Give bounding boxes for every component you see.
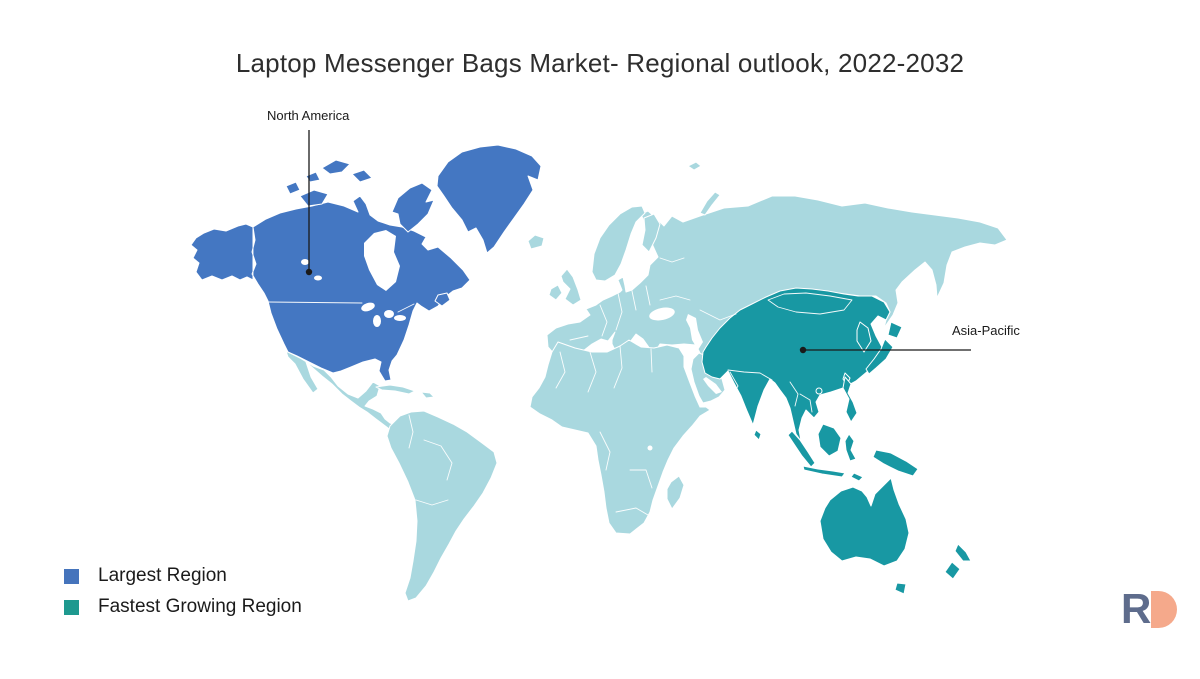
victoria-island-shape — [299, 189, 329, 207]
brand-logo: R — [1121, 585, 1178, 632]
madagascar-shape — [666, 475, 685, 510]
svalbard-shape — [687, 161, 702, 171]
korea-shape — [856, 321, 872, 353]
page-title: Laptop Messenger Bags Market- Regional o… — [235, 48, 965, 78]
java-shape — [802, 465, 846, 478]
north-america-label: North America — [267, 108, 350, 123]
sulawesi-shape — [844, 433, 857, 462]
black-sea-shape — [649, 307, 675, 321]
country-borders — [252, 227, 853, 516]
annotation-lines — [308, 130, 971, 351]
arctic-island-shape — [305, 171, 321, 183]
finland-shape — [641, 213, 661, 253]
borneo-shape — [817, 423, 842, 457]
asia-pacific-label: Asia-Pacific — [952, 323, 1020, 338]
arctic-island-shape — [321, 159, 351, 175]
sri-lanka-shape — [753, 429, 762, 441]
logo-d-shape — [1151, 591, 1178, 628]
new-zealand-south-shape — [944, 561, 961, 580]
lake-victoria-shape — [647, 445, 653, 451]
largest-region-swatch — [64, 568, 79, 584]
australia-shape — [819, 477, 910, 567]
region-asia-pacific — [701, 287, 972, 595]
region-other — [285, 161, 1008, 602]
canada-lake-shape — [314, 275, 322, 281]
fastest-growing-region-swatch — [64, 599, 79, 615]
timor-shape — [850, 472, 864, 482]
arctic-island-shape — [351, 169, 373, 183]
africa-shape — [529, 339, 711, 535]
logo-letter-r: R — [1121, 585, 1151, 632]
new-zealand-north-shape — [954, 543, 972, 562]
china-south-asia-shape — [701, 287, 891, 442]
great-lake-shape — [384, 310, 394, 318]
cuba-shape — [375, 384, 416, 395]
japan-hokkaido-shape — [887, 321, 903, 339]
japan-honshu-shape — [865, 338, 894, 375]
iceland-shape — [527, 234, 545, 250]
legend-label: Fastest Growing Region — [98, 596, 302, 617]
region-north-america — [190, 144, 542, 382]
greenland-shape — [436, 144, 542, 254]
philippines-shape — [842, 376, 858, 423]
canada-usa-shape — [251, 195, 471, 382]
persian-gulf-shape — [703, 377, 722, 394]
sumatra-shape — [787, 430, 816, 468]
banks-island-shape — [285, 181, 301, 195]
newfoundland-shape — [434, 292, 451, 307]
hudson-bay-shape — [364, 230, 400, 291]
baffin-island-shape — [391, 182, 435, 233]
great-lake-shape — [373, 315, 381, 327]
ireland-shape — [548, 284, 563, 301]
caspian-sea-shape — [686, 314, 703, 350]
north-america-dot — [305, 268, 313, 276]
legend-item-largest-region: Largest Region — [64, 563, 302, 589]
legend-label: Largest Region — [98, 565, 227, 586]
new-guinea-shape — [872, 449, 919, 477]
asia-pacific-dot — [799, 346, 807, 354]
alaska-shape — [190, 223, 254, 281]
hispaniola-shape — [420, 391, 435, 399]
legend-item-fastest-growing-region: Fastest Growing Region — [64, 594, 302, 620]
hainan-shape — [815, 387, 823, 395]
eurasia-shape — [546, 195, 1008, 380]
inland-water — [301, 230, 722, 451]
legend: Largest Region Fastest Growing Region — [64, 563, 302, 625]
tasmania-shape — [894, 582, 907, 595]
great-britain-shape — [560, 268, 582, 306]
south-america-shape — [386, 410, 498, 602]
annotation-dots — [305, 268, 807, 354]
novaya-zemlya-shape — [699, 191, 721, 216]
scandinavia-shape — [591, 205, 646, 282]
canada-lake-shape — [301, 259, 309, 265]
great-lake-shape — [394, 315, 406, 321]
great-lake-shape — [361, 302, 375, 312]
